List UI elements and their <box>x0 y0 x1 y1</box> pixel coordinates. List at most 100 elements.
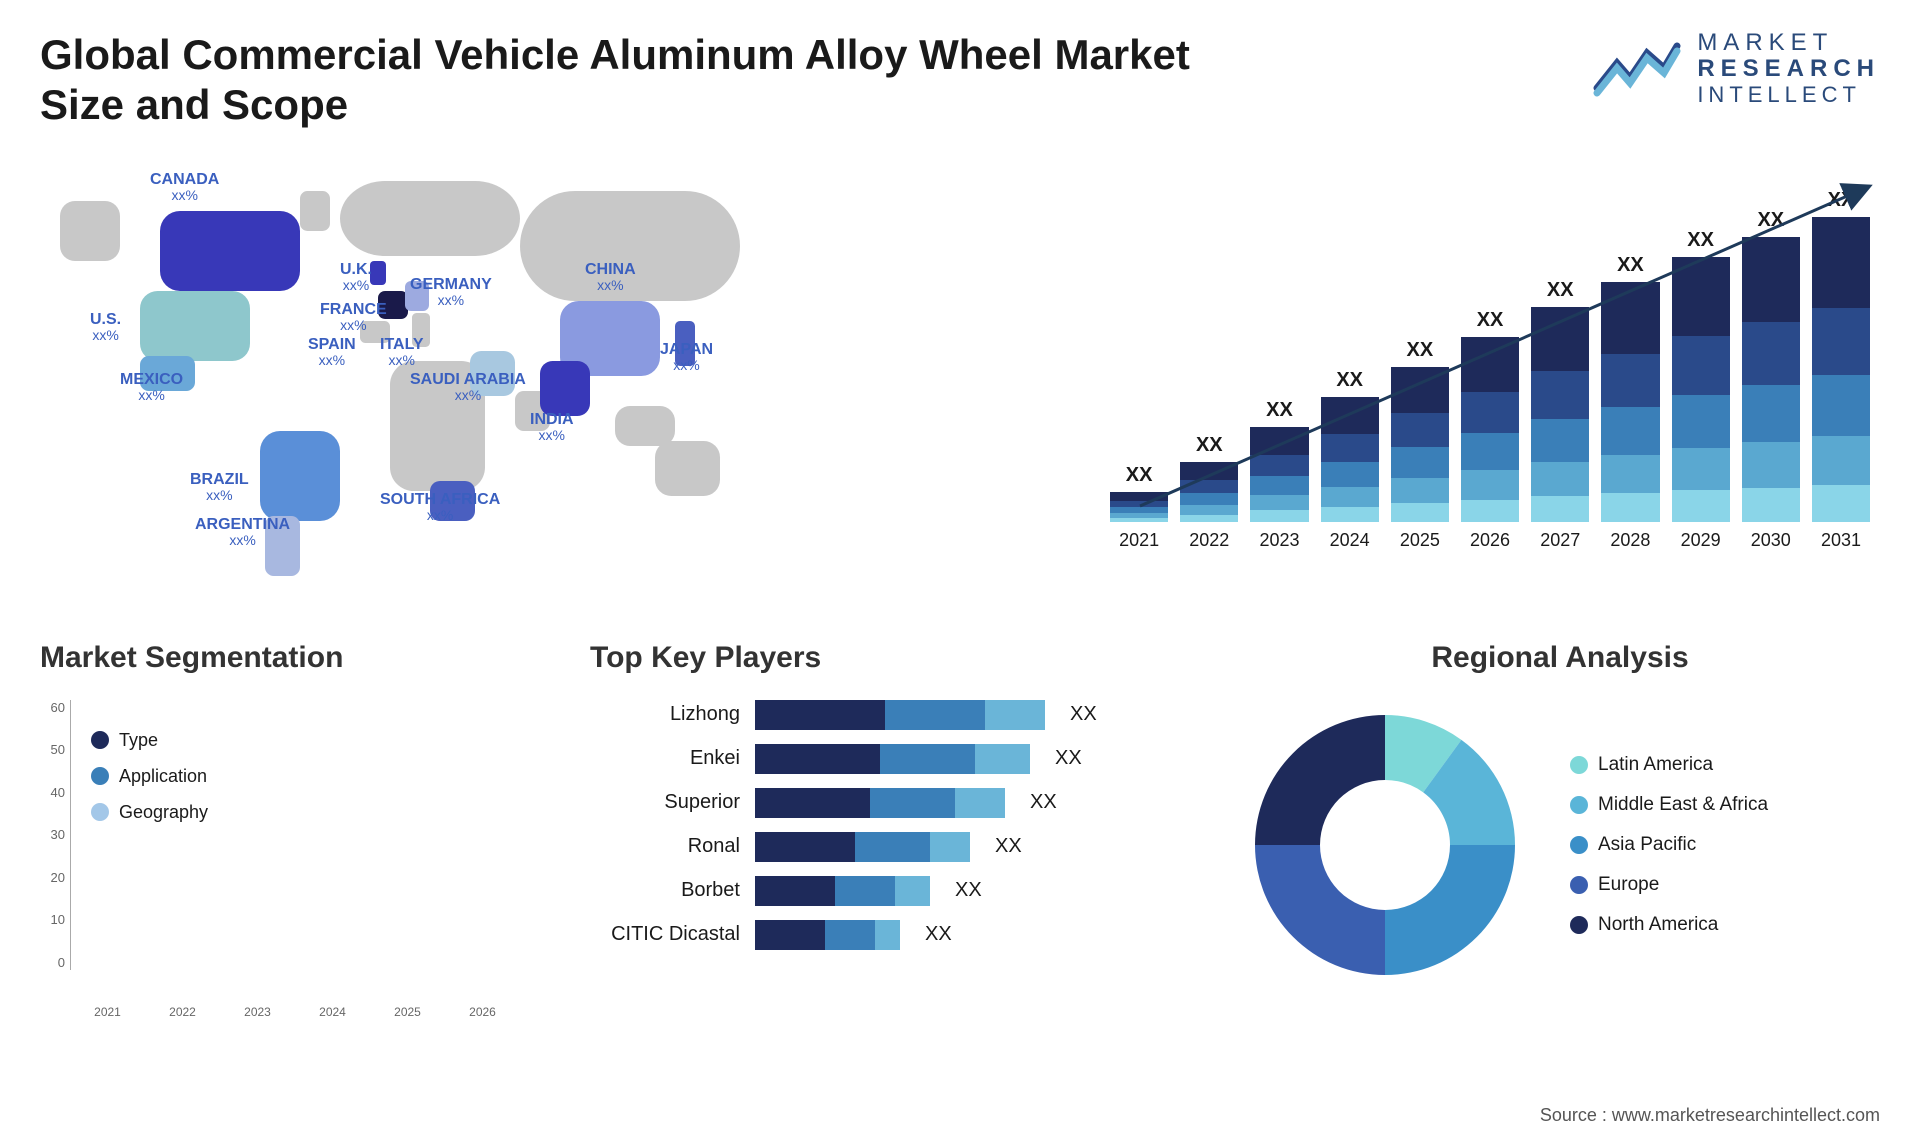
player-bar <box>755 876 930 906</box>
forecast-seg <box>1321 487 1379 507</box>
forecast-seg <box>1461 470 1519 500</box>
logo-line3: INTELLECT <box>1697 83 1880 107</box>
map-label-south-africa: SOUTH AFRICAxx% <box>380 491 500 524</box>
seg-ytick: 30 <box>51 827 65 842</box>
forecast-seg <box>1110 492 1168 501</box>
seg-xlabel: 2024 <box>319 1005 346 1019</box>
seg-xlabel: 2023 <box>244 1005 271 1019</box>
forecast-value-label: XX <box>1687 229 1714 252</box>
player-seg <box>835 876 895 906</box>
legend-label: Asia Pacific <box>1598 834 1696 856</box>
seg-xlabel: 2026 <box>469 1005 496 1019</box>
forecast-bar-2026: XX2026 <box>1461 309 1519 551</box>
seg-legend-item: Type <box>91 730 208 751</box>
seg-legend-item: Application <box>91 766 208 787</box>
forecast-year-label: 2023 <box>1259 530 1299 551</box>
forecast-seg <box>1110 518 1168 522</box>
forecast-seg <box>1672 336 1730 394</box>
player-value: XX <box>925 923 952 946</box>
legend-label: Middle East & Africa <box>1598 794 1768 816</box>
forecast-value-label: XX <box>1828 189 1855 212</box>
player-row-superior: SuperiorXX <box>590 788 1170 818</box>
forecast-bar-2027: XX 2027 <box>1531 279 1589 551</box>
player-seg <box>755 876 835 906</box>
player-row-lizhong: LizhongXX <box>590 700 1170 730</box>
forecast-seg <box>1531 307 1589 372</box>
player-seg <box>755 700 885 730</box>
players-title: Top Key Players <box>590 641 1170 675</box>
forecast-bar-2023: XX2023 <box>1250 399 1308 551</box>
player-bar <box>755 788 1005 818</box>
forecast-value-label: XX <box>1407 339 1434 362</box>
seg-ytick: 10 <box>51 912 65 927</box>
forecast-bar-2022: XX 2022 <box>1180 434 1238 551</box>
forecast-seg <box>1601 354 1659 407</box>
map-label-germany: GERMANYxx% <box>410 276 492 309</box>
forecast-seg <box>1672 395 1730 448</box>
forecast-year-label: 2029 <box>1681 530 1721 551</box>
player-seg <box>975 744 1030 774</box>
player-row-citic-dicastal: CITIC Dicastal XX <box>590 920 1170 950</box>
players-chart: LizhongXXEnkeiXXSuperiorXXRonalXXBorbetX… <box>590 700 1170 950</box>
legend-label: Latin America <box>1598 754 1713 776</box>
forecast-seg <box>1742 442 1800 488</box>
regional-legend-item: Asia Pacific <box>1570 834 1768 856</box>
forecast-seg <box>1461 392 1519 433</box>
forecast-seg <box>1742 237 1800 323</box>
legend-dot-icon <box>91 767 109 785</box>
forecast-value-label: XX <box>1547 279 1574 302</box>
map-region-u-s- <box>140 291 250 361</box>
forecast-bar-2024: XX2024 <box>1321 369 1379 551</box>
player-name: Lizhong <box>590 703 740 726</box>
forecast-seg <box>1321 397 1379 435</box>
forecast-seg <box>1531 419 1589 462</box>
forecast-bar-2028: XX2028 <box>1601 254 1659 551</box>
segmentation-panel: Market Segmentation 6050403020100 TypeAp… <box>40 641 520 1019</box>
forecast-year-label: 2031 <box>1821 530 1861 551</box>
player-name: Enkei <box>590 747 740 770</box>
donut-slice-north-america <box>1255 715 1385 845</box>
segmentation-title: Market Segmentation <box>40 641 520 675</box>
forecast-seg <box>1180 505 1238 515</box>
map-label-china: CHINAxx% <box>585 261 636 294</box>
map-label-italy: ITALYxx% <box>380 336 424 369</box>
forecast-seg <box>1180 493 1238 505</box>
player-seg <box>885 700 985 730</box>
seg-legend-item: Geography <box>91 802 208 823</box>
legend-dot-icon <box>1570 916 1588 934</box>
forecast-seg <box>1321 462 1379 487</box>
forecast-seg <box>1742 322 1800 385</box>
forecast-seg <box>1180 515 1238 522</box>
forecast-seg <box>1812 436 1870 485</box>
forecast-bar-2031: XX 2031 <box>1812 189 1870 551</box>
player-row-enkei: EnkeiXX <box>590 744 1170 774</box>
player-row-ronal: RonalXX <box>590 832 1170 862</box>
forecast-seg <box>1601 455 1659 493</box>
map-label-canada: CANADAxx% <box>150 171 219 204</box>
legend-dot-icon <box>1570 876 1588 894</box>
forecast-value-label: XX <box>1477 309 1504 332</box>
players-panel: Top Key Players LizhongXXEnkeiXXSuperior… <box>590 641 1170 1019</box>
seg-xlabel: 2021 <box>94 1005 121 1019</box>
forecast-seg <box>1812 375 1870 436</box>
forecast-value-label: XX <box>1196 434 1223 457</box>
logo-line1: MARKET <box>1697 30 1880 56</box>
player-seg <box>755 920 825 950</box>
forecast-seg <box>1110 501 1168 508</box>
legend-label: Type <box>119 730 158 751</box>
forecast-bar-2029: XX 2029 <box>1672 229 1730 551</box>
player-name: Ronal <box>590 835 740 858</box>
map-label-mexico: MEXICOxx% <box>120 371 183 404</box>
forecast-year-label: 2027 <box>1540 530 1580 551</box>
player-seg <box>755 744 880 774</box>
forecast-seg <box>1742 488 1800 522</box>
forecast-seg <box>1531 496 1589 522</box>
player-name: CITIC Dicastal <box>590 923 740 946</box>
donut-slice-europe <box>1255 845 1385 975</box>
forecast-seg <box>1601 407 1659 455</box>
forecast-seg <box>1250 495 1308 510</box>
forecast-seg <box>1461 500 1519 522</box>
map-label-france: FRANCExx% <box>320 301 387 334</box>
forecast-year-label: 2022 <box>1189 530 1229 551</box>
player-bar <box>755 920 900 950</box>
